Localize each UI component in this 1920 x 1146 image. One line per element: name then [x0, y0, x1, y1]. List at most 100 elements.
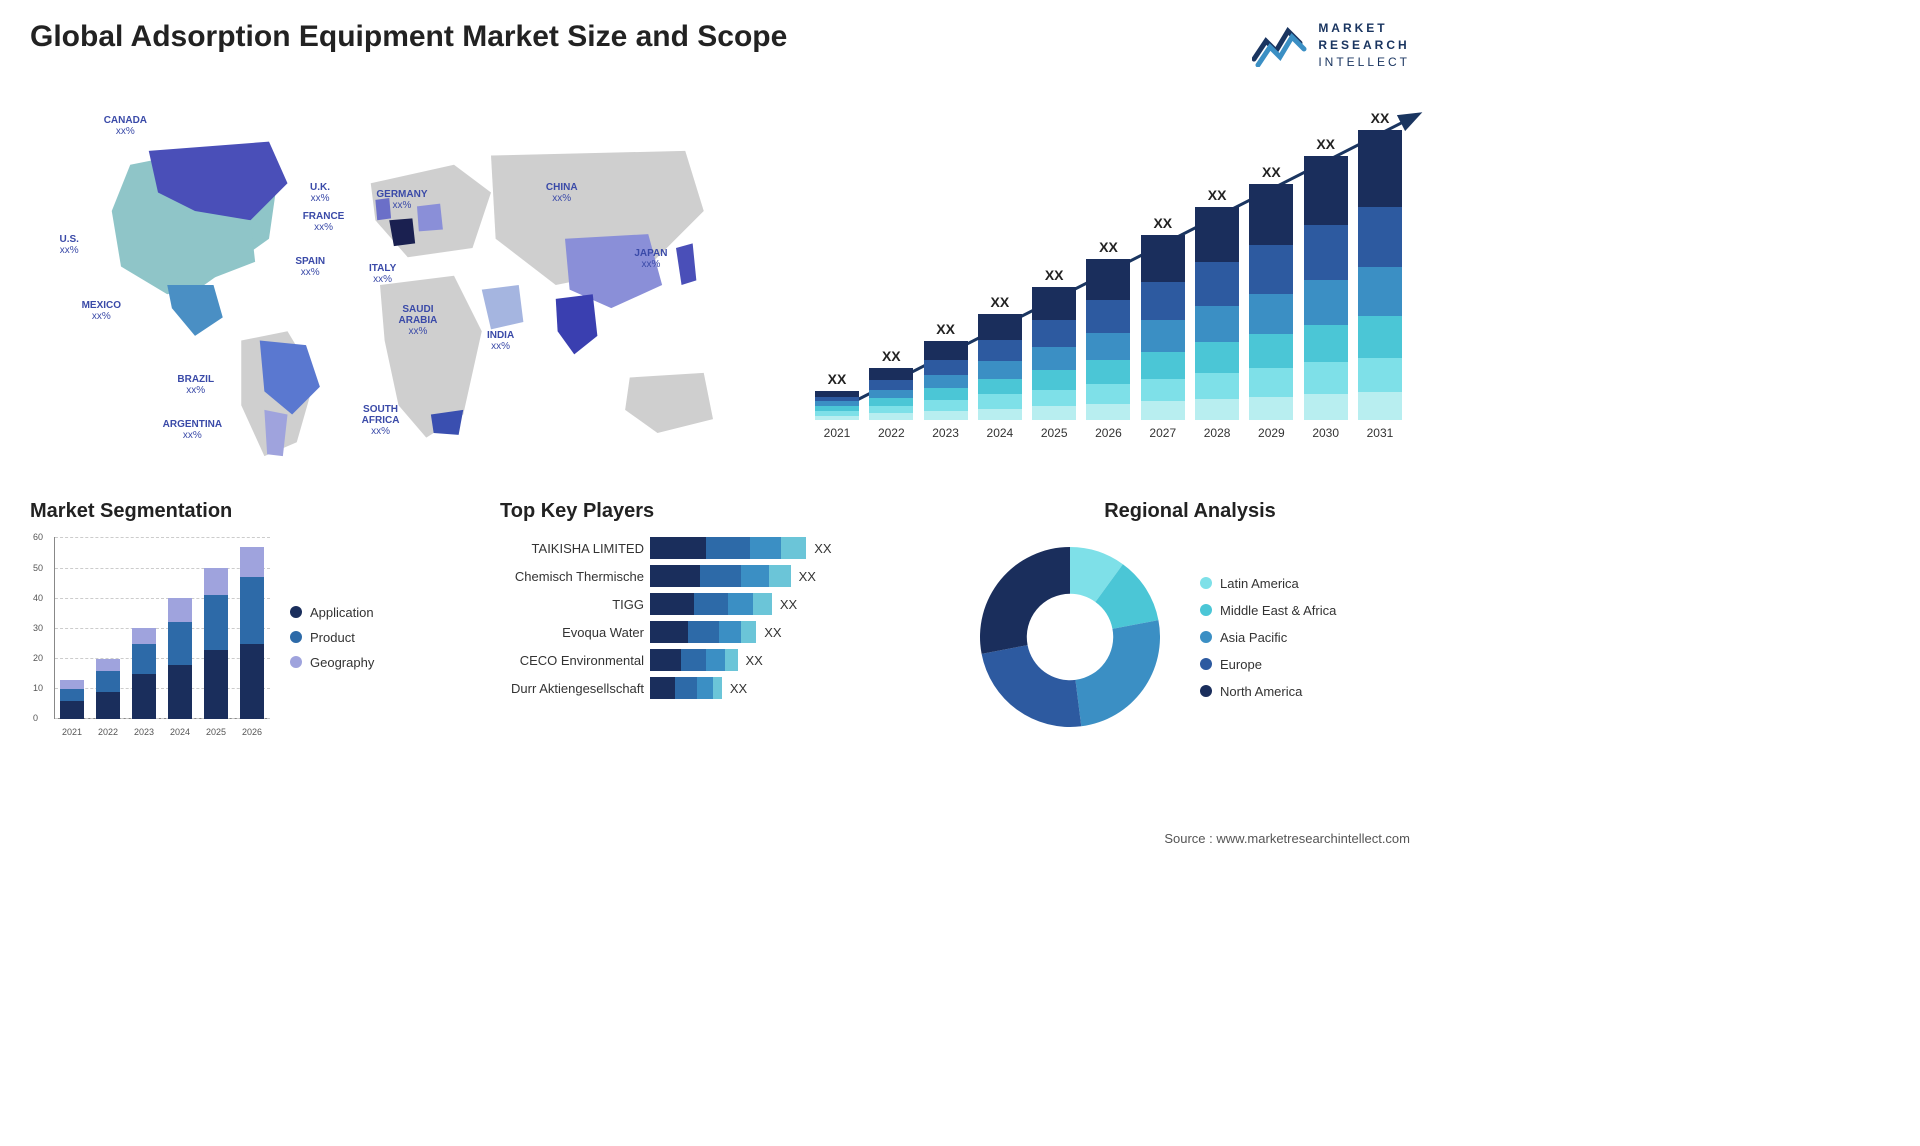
legend-swatch-icon: [290, 631, 302, 643]
bar-value-label: XX: [764, 625, 781, 640]
y-axis-label: 20: [33, 653, 43, 663]
bar-segment: [1249, 368, 1293, 396]
growth-bar: XX2022: [866, 348, 916, 440]
legend-item: Middle East & Africa: [1200, 603, 1336, 618]
x-axis-label: 2022: [878, 426, 905, 440]
bar-segment: [694, 593, 728, 615]
bar-segment: [700, 565, 741, 587]
map-label: SAUDIARABIAxx%: [399, 304, 438, 337]
bar-value-label: XX: [814, 541, 831, 556]
segmentation-bar: [60, 680, 84, 719]
bar-segment: [132, 644, 156, 674]
bar-segment: [869, 413, 913, 420]
bar-segment: [924, 341, 968, 360]
bar-segment: [650, 621, 688, 643]
bar-segment: [1304, 156, 1348, 225]
key-player-name: TIGG: [500, 597, 650, 612]
key-player-bar: [650, 677, 722, 699]
bar-segment: [1249, 294, 1293, 334]
map-label: CHINAxx%: [546, 182, 578, 204]
bar-segment: [132, 628, 156, 643]
bar-segment: [741, 621, 757, 643]
y-axis-label: 40: [33, 593, 43, 603]
bar-value-label: XX: [799, 569, 816, 584]
key-player-name: Durr Aktiengesellschaft: [500, 681, 650, 696]
key-player-name: Evoqua Water: [500, 625, 650, 640]
bar-value-label: XX: [1316, 136, 1335, 152]
map-label: INDIAxx%: [487, 330, 514, 352]
bar-value-label: XX: [746, 653, 763, 668]
bar-segment: [650, 649, 681, 671]
legend-item: Latin America: [1200, 576, 1336, 591]
bar-segment: [1249, 245, 1293, 294]
bar-segment: [1304, 394, 1348, 420]
bar-segment: [706, 649, 725, 671]
x-axis-label: 2025: [206, 727, 226, 737]
key-player-row: TAIKISHA LIMITEDXX: [500, 537, 940, 559]
bar-segment: [869, 390, 913, 398]
segmentation-bar: [132, 628, 156, 719]
bar-segment: [1195, 207, 1239, 261]
bar-segment: [1249, 397, 1293, 421]
bar-segment: [1032, 320, 1076, 347]
bar-segment: [978, 394, 1022, 408]
map-label: GERMANYxx%: [376, 189, 427, 211]
bar-value-label: XX: [1371, 110, 1390, 126]
bar-segment: [1195, 262, 1239, 306]
bar-segment: [1141, 401, 1185, 420]
growth-bar: XX2029: [1246, 164, 1296, 441]
bar-value-label: XX: [828, 371, 847, 387]
bar-segment: [713, 677, 722, 699]
bar-segment: [1195, 399, 1239, 420]
donut-slice: [980, 547, 1070, 654]
segmentation-chart: 0102030405060 202120222023202420252026: [30, 537, 270, 737]
bar-segment: [728, 593, 753, 615]
x-axis-label: 2024: [170, 727, 190, 737]
bar-segment: [978, 340, 1022, 361]
key-player-name: CECO Environmental: [500, 653, 650, 668]
legend-label: Asia Pacific: [1220, 630, 1287, 645]
map-label: MEXICOxx%: [82, 300, 121, 322]
world-map-panel: CANADAxx%U.S.xx%MEXICOxx%BRAZILxx%ARGENT…: [30, 100, 767, 470]
bar-segment: [240, 577, 264, 644]
growth-chart-panel: XX2021XX2022XX2023XX2024XX2025XX2026XX20…: [807, 100, 1410, 470]
donut-slice: [982, 645, 1082, 727]
growth-bar: XX 2021: [812, 371, 862, 441]
map-label: U.K.xx%: [310, 182, 330, 204]
legend-item: Asia Pacific: [1200, 630, 1336, 645]
bar-segment: [1195, 342, 1239, 373]
map-region-japan: [676, 244, 696, 286]
key-player-bar: [650, 649, 738, 671]
segmentation-bar: [168, 598, 192, 719]
x-axis-label: 2022: [98, 727, 118, 737]
regional-title: Regional Analysis: [970, 500, 1410, 523]
bar-segment: [869, 398, 913, 406]
legend-item: Product: [290, 630, 374, 645]
bar-segment: [688, 621, 719, 643]
bar-segment: [1304, 280, 1348, 325]
map-label: U.S.xx%: [59, 234, 78, 256]
bar-segment: [1358, 267, 1402, 317]
map-label: BRAZILxx%: [177, 374, 214, 396]
bar-value-label: XX: [780, 597, 797, 612]
bar-segment: [924, 388, 968, 400]
regional-legend: Latin America Middle East & Africa Asia Pa…: [1200, 576, 1336, 699]
bar-segment: [1086, 404, 1130, 421]
bar-segment: [697, 677, 713, 699]
y-axis-label: 30: [33, 623, 43, 633]
x-axis-label: 2021: [824, 426, 851, 440]
bar-segment: [753, 593, 772, 615]
bar-segment: [924, 400, 968, 411]
bar-segment: [1249, 334, 1293, 368]
bar-segment: [1032, 347, 1076, 369]
bar-segment: [1032, 406, 1076, 420]
growth-bar: XX2031: [1355, 110, 1405, 440]
bar-segment: [924, 360, 968, 375]
key-player-bar: [650, 537, 806, 559]
bar-segment: [1141, 282, 1185, 320]
legend-swatch-icon: [1200, 604, 1212, 616]
x-axis-label: 2023: [932, 426, 959, 440]
bar-segment: [1195, 373, 1239, 399]
bar-segment: [1032, 287, 1076, 320]
segmentation-title: Market Segmentation: [30, 500, 470, 523]
